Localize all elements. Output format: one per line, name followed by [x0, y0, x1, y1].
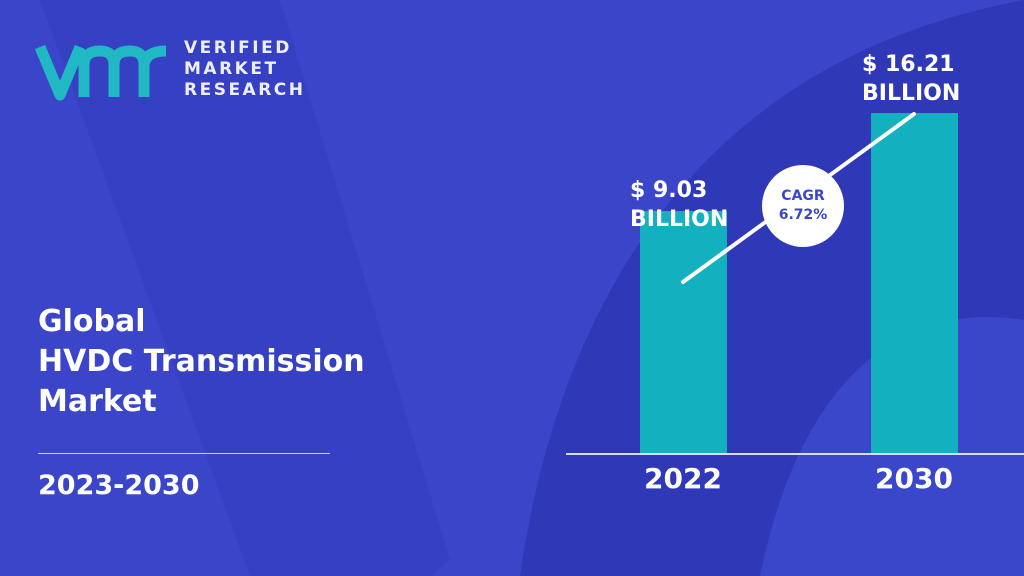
- logo-line-1: VERIFIED: [184, 38, 292, 58]
- page-title: Global HVDC Transmission Market: [38, 302, 365, 422]
- bar-2030: [871, 113, 958, 453]
- logo-line-3: RESEARCH: [184, 80, 306, 100]
- value-label-2030-amount: $ 16.21: [862, 52, 955, 77]
- value-label-2030: $ 16.21 BILLION: [862, 50, 960, 108]
- x-tick-2030: 2030: [875, 462, 953, 495]
- value-label-2022-unit: BILLION: [630, 207, 729, 232]
- logo-line-2: MARKET: [184, 59, 279, 79]
- vmr-logo-icon: [34, 44, 167, 100]
- value-label-2030-unit: BILLION: [862, 81, 961, 106]
- cagr-badge: CAGR 6.72%: [762, 165, 844, 247]
- cagr-value: 6.72%: [778, 207, 828, 223]
- forecast-period: 2023-2030: [38, 470, 200, 501]
- value-label-2022-amount: $ 9.03: [630, 178, 708, 203]
- title-line-3: Market: [38, 384, 157, 419]
- cagr-label: CAGR: [781, 188, 825, 204]
- divider: [38, 453, 330, 454]
- bar-2022: [640, 210, 727, 453]
- chart-baseline: [566, 453, 1024, 455]
- value-label-2022: $ 9.03 BILLION: [630, 176, 728, 234]
- x-tick-2022: 2022: [644, 462, 722, 495]
- logo: VERIFIED MARKET RESEARCH: [34, 38, 306, 101]
- title-line-1: Global: [38, 304, 146, 339]
- title-line-2: HVDC Transmission: [38, 344, 365, 379]
